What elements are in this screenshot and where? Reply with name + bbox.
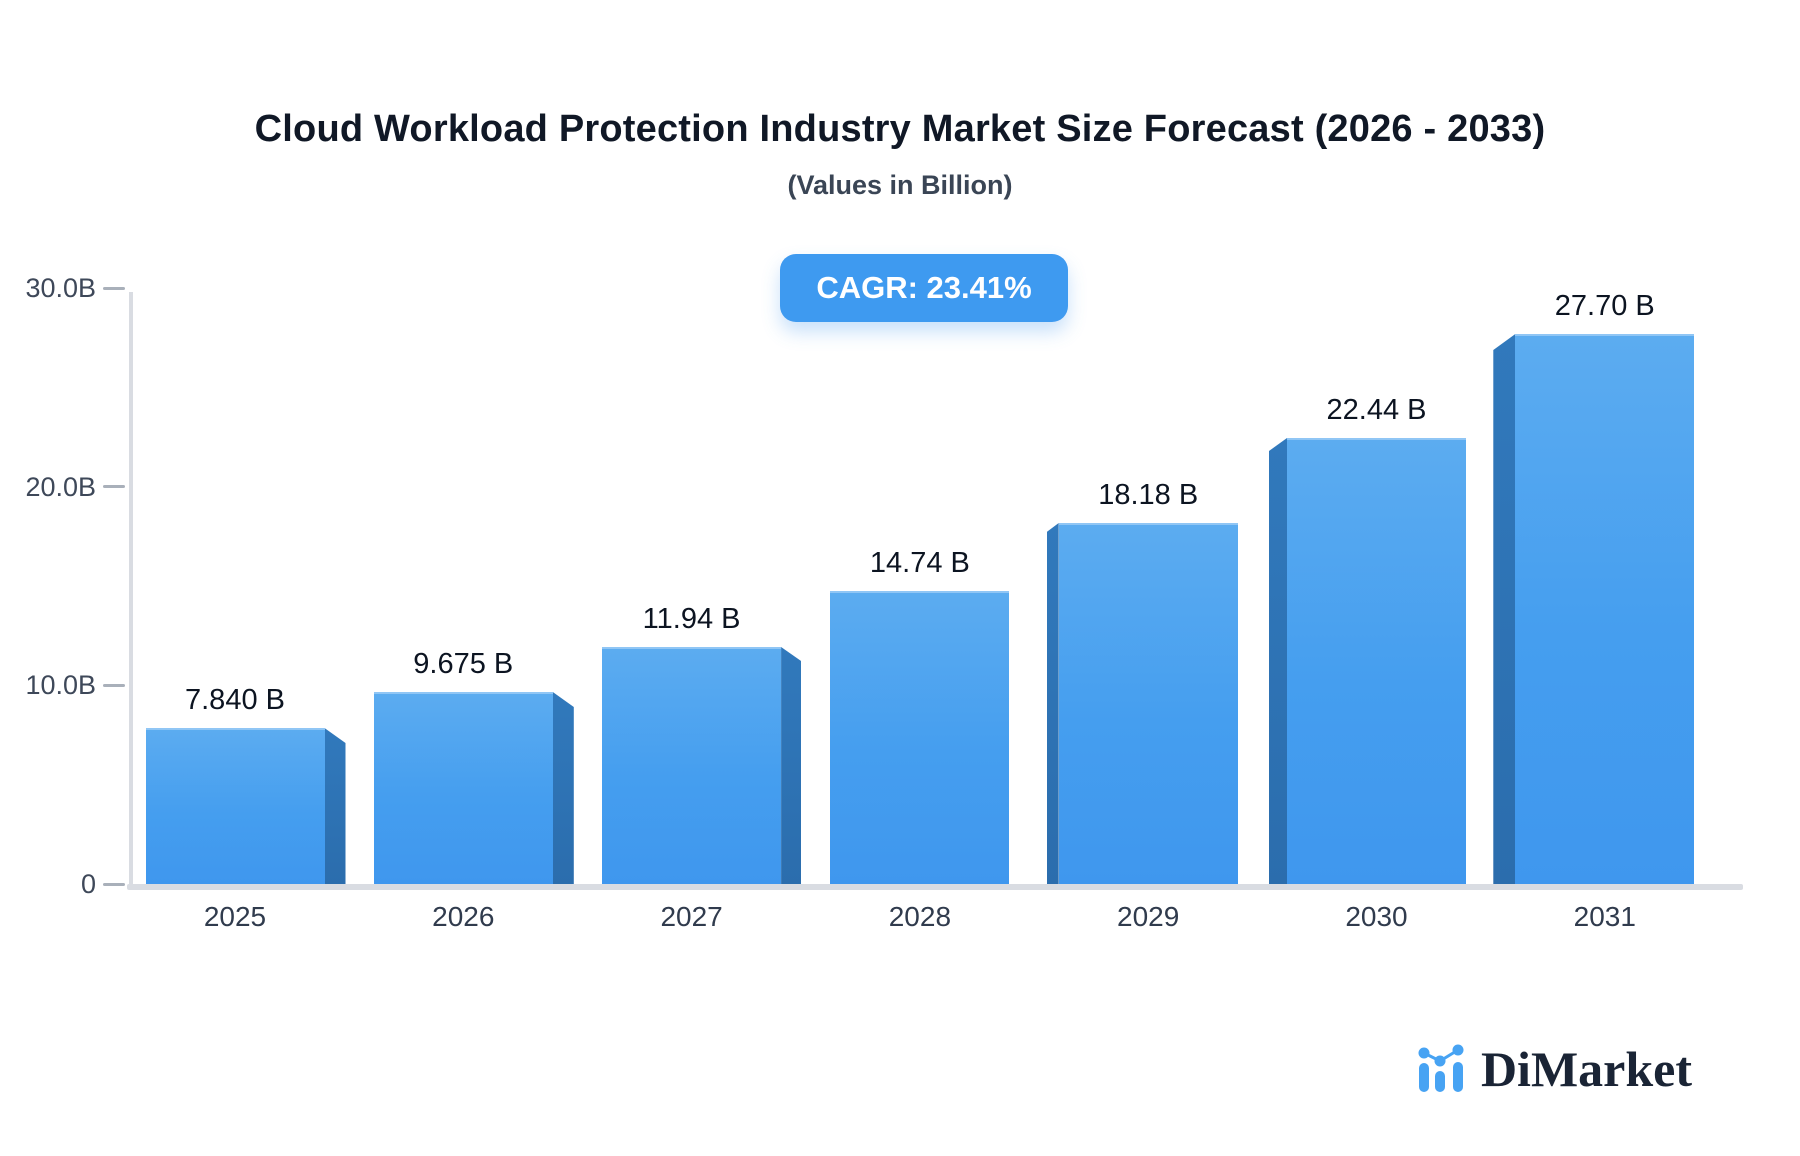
x-baseline — [127, 884, 1743, 890]
y-tick-label: 0 — [80, 869, 96, 899]
x-axis-label: 2027 — [660, 901, 723, 932]
bar-2029[interactable] — [1058, 523, 1238, 884]
brand-logo: DiMarket — [1416, 1034, 1692, 1094]
bar-2030[interactable] — [1287, 438, 1466, 884]
bars-container: 7.840 B 9.675 B 11.94 B 14.74 B 18.18 B 22.44… — [133, 288, 1755, 884]
bar-value-label: 27.70 B — [1554, 290, 1655, 322]
x-axis-label: 2025 — [203, 901, 267, 932]
bar-value-label: 9.675 B — [413, 648, 514, 680]
y-tick-label: 30.0B — [25, 273, 96, 303]
cagr-badge: CAGR: 23.41% — [780, 254, 1068, 322]
bar-side-2027 — [781, 647, 802, 884]
bar-side-2029 — [1046, 523, 1059, 884]
brand-name: DiMarket — [1480, 1041, 1692, 1097]
bar-side-2025 — [324, 728, 346, 884]
y-tick-mark — [103, 683, 125, 687]
page-title: Cloud Workload Protection Industry Marke… — [254, 108, 1546, 150]
y-tick-mark — [103, 286, 125, 290]
x-axis-label: 2031 — [1573, 901, 1636, 932]
bar-side-2026 — [552, 692, 574, 884]
bar-value-label: 11.94 B — [642, 603, 741, 635]
bar-value-label: 22.44 B — [1326, 394, 1427, 426]
bar-side-2031 — [1493, 334, 1516, 884]
bar-2026[interactable] — [373, 692, 553, 884]
y-tick-mark — [103, 485, 125, 489]
bar-2031[interactable] — [1515, 334, 1695, 884]
y-tick-label: 20.0B — [25, 471, 96, 502]
x-axis-label: 2026 — [432, 901, 495, 932]
bar-value-label: 14.74 B — [869, 547, 970, 579]
y-tick-label: 10.0B — [25, 670, 96, 701]
bar-2028[interactable] — [830, 591, 1010, 884]
bar-chart-icon — [1418, 1044, 1464, 1092]
bar-value-label: 18.18 B — [1098, 479, 1199, 511]
x-axis-label: 2028 — [888, 901, 952, 932]
x-axis-label: 2029 — [1117, 901, 1180, 932]
y-tick-mark — [103, 882, 125, 886]
bar-2025[interactable] — [145, 728, 325, 884]
x-axis-label: 2030 — [1345, 901, 1408, 932]
page-subtitle: (Values in Billion) — [787, 170, 1013, 200]
bar-side-2030 — [1269, 438, 1287, 884]
bar-value-label: 7.840 B — [185, 684, 285, 716]
bar-2027[interactable] — [602, 647, 782, 884]
y-axis-line — [129, 292, 133, 884]
